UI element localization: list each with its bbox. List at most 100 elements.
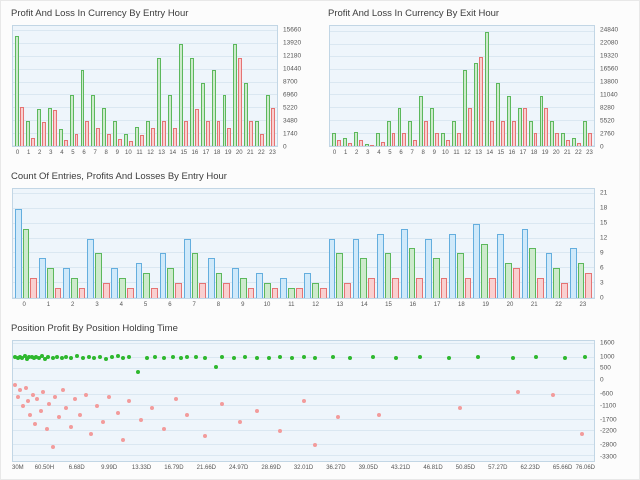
loss-point [173, 397, 178, 402]
gridline [13, 208, 594, 210]
loss-bar [577, 143, 582, 147]
bar-group [304, 189, 328, 298]
loss-bar [238, 57, 243, 147]
plot-area [12, 339, 595, 462]
x-axis-label: 13 [158, 150, 165, 157]
profit-bar [517, 108, 522, 147]
x-axis-label: 4 [60, 150, 64, 157]
loss-point [95, 404, 100, 408]
bar-group [376, 189, 400, 298]
profit-point [27, 355, 32, 360]
x-axis-label: 6 [399, 150, 403, 157]
profit-bar [239, 277, 247, 298]
profit-point [59, 356, 64, 361]
gridline [13, 430, 594, 432]
loss-bar [52, 109, 57, 147]
entries-bar [14, 209, 22, 298]
loss-bar [223, 282, 231, 298]
gridline [13, 237, 594, 239]
x-axis-label: 43.21D [390, 465, 411, 471]
gridline [13, 43, 277, 45]
gridline [13, 145, 277, 147]
plot-area [12, 25, 278, 148]
loss-point [26, 399, 31, 404]
entries-bar [280, 277, 288, 298]
x-axis-label: 11 [136, 150, 143, 157]
y-axis-label: 8700 [283, 78, 298, 86]
x-axis-label: 3 [49, 150, 53, 157]
entries-bar [207, 258, 215, 298]
profit-bar [146, 120, 151, 147]
loss-bar [555, 133, 560, 147]
y-axis-label: -3300 [600, 453, 617, 461]
profit-point [15, 356, 20, 361]
x-axis-label: 5 [388, 150, 392, 157]
x-axis-label: 21.66D [196, 465, 217, 471]
loss-point [44, 426, 49, 431]
gridline [13, 132, 277, 134]
x-axis-label: 22 [258, 150, 265, 157]
loss-point [115, 410, 120, 415]
profit-point [127, 354, 132, 359]
profit-bar [95, 253, 102, 298]
loss-point [41, 390, 46, 395]
bar-group [145, 26, 156, 147]
x-axis-label: 20 [235, 150, 243, 157]
bar-group [571, 26, 582, 147]
bar-group [14, 26, 25, 147]
loss-bar [368, 277, 375, 298]
loss-bar [249, 121, 254, 147]
profit-bar [124, 133, 129, 147]
loss-point [106, 394, 111, 399]
y-axis-label: -1700 [600, 415, 617, 423]
x-axis-label: 9 [241, 301, 245, 308]
gridline [330, 107, 594, 109]
profit-bar [58, 128, 63, 147]
y-axis-label: 2760 [600, 130, 615, 138]
x-axis-label: 12 [464, 150, 471, 157]
x-axis-label: 30M [12, 465, 24, 471]
bar-group [135, 189, 159, 298]
bar-group [497, 189, 521, 298]
y-axis-label: 13920 [283, 39, 302, 47]
bar-group [211, 26, 222, 147]
x-axis-label: 16.79D [164, 465, 184, 471]
profit-point [74, 354, 79, 359]
loss-bar [194, 108, 199, 147]
y-axis: 0 2760 5520 8280 11040 13800 16560 19320 22080 24… [597, 25, 631, 149]
y-axis-label: -1100 [600, 401, 617, 409]
y-axis-label: 5520 [600, 117, 615, 125]
profit-point [266, 356, 271, 361]
loss-bar [424, 120, 429, 147]
profit-bar [529, 248, 537, 298]
profit-bar [550, 120, 555, 147]
x-axis-label: 10 [125, 150, 132, 157]
x-axis-label: 18 [213, 150, 221, 157]
loss-point [50, 445, 55, 450]
loss-bar [511, 120, 516, 147]
bar-group [243, 26, 254, 147]
gridline [13, 107, 277, 109]
x-axis-label: 36.27D [326, 465, 346, 471]
bar-group [265, 26, 276, 147]
profit-bar [408, 120, 413, 147]
profit-bar [528, 120, 533, 147]
loss-bar [344, 282, 351, 298]
profit-bar [463, 69, 468, 147]
bar-group [582, 26, 593, 147]
bar-group [400, 189, 424, 298]
profit-point [50, 355, 55, 360]
profit-bar [397, 108, 402, 147]
x-axis-label: 0 [22, 301, 26, 308]
profit-bar [69, 94, 74, 147]
bar-group [232, 26, 243, 147]
loss-point [301, 399, 306, 404]
gridline [13, 368, 594, 370]
x-axis-label: 15 [497, 150, 505, 157]
profit-point [179, 356, 184, 361]
profit-bar [360, 258, 368, 298]
gridline [13, 30, 277, 32]
loss-point [60, 387, 65, 392]
loss-bar [588, 133, 593, 147]
chart-title-count: Count Of Entries, Profits And Losses By … [11, 171, 227, 183]
